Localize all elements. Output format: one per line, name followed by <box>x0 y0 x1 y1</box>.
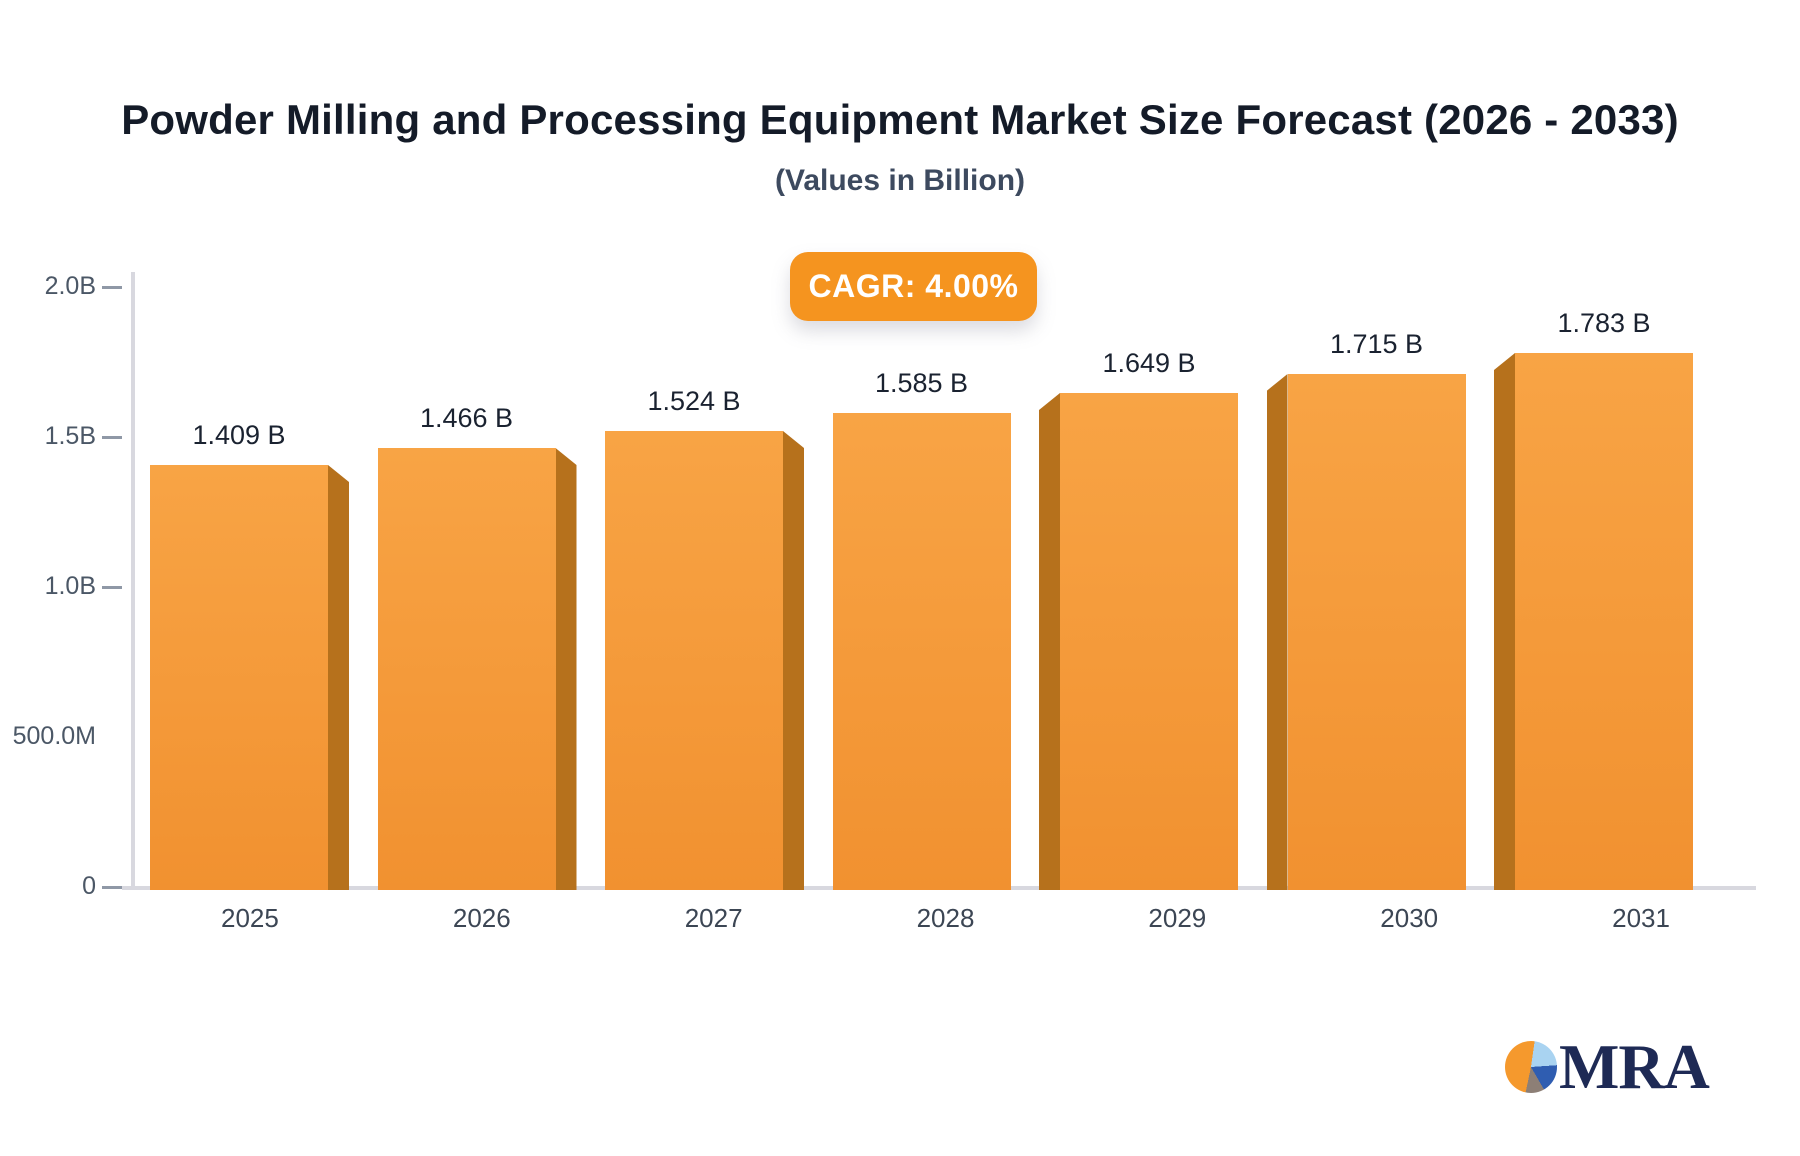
y-axis-line <box>131 272 135 888</box>
x-tick-label: 2029 <box>1148 903 1207 933</box>
logo-text: MRA <box>1559 1031 1710 1102</box>
x-tick-label: 2027 <box>684 903 743 933</box>
x-tick-label: 2031 <box>1612 903 1670 933</box>
x-tick-label: 2028 <box>916 903 975 933</box>
bar-value-label: 1.466 B <box>419 403 514 433</box>
x-tick-label: 2026 <box>452 903 511 933</box>
bar-side-right <box>328 465 349 890</box>
x-tick-label: 2030 <box>1380 903 1439 933</box>
bar-2025 <box>150 465 328 890</box>
bar-2031 <box>1515 353 1693 890</box>
bar-value-label: 1.409 B <box>192 420 286 450</box>
bar-side-left <box>1266 374 1288 890</box>
bar-side-right <box>555 448 577 890</box>
bar-value-label: 1.585 B <box>874 368 969 398</box>
y-tick-dash <box>102 886 122 889</box>
cagr-badge-label: CAGR: 4.00% <box>808 268 1019 304</box>
mra-logo: MRA <box>1505 1031 1710 1102</box>
y-tick-dash <box>102 436 122 439</box>
y-tick-dash <box>102 286 122 289</box>
bar-side-left <box>1039 393 1060 890</box>
x-tick-label: 2025 <box>221 903 279 933</box>
bar-2030 <box>1287 374 1466 890</box>
pie-chart-icon <box>1505 1041 1557 1093</box>
bar-side-left <box>1494 353 1515 890</box>
y-tick-label: 1.5B <box>44 422 96 450</box>
chart-subtitle: (Values in Billion) <box>774 164 1026 197</box>
y-tick-label: 500.0M <box>12 722 96 750</box>
bar-side-right <box>783 431 804 890</box>
y-tick-dash <box>102 586 122 589</box>
bar-2026 <box>377 448 556 890</box>
bar-value-label: 1.649 B <box>1102 348 1196 378</box>
bar-2029 <box>1060 393 1238 890</box>
bar-value-label: 1.783 B <box>1557 308 1651 338</box>
y-tick-label: 1.0B <box>44 572 96 600</box>
y-tick-label: 2.0B <box>44 272 96 300</box>
y-tick-label: 0 <box>82 872 96 900</box>
bar-2027 <box>605 431 783 890</box>
bar-value-label: 1.524 B <box>647 386 741 416</box>
chart-title: Powder Milling and Processing Equipment … <box>121 96 1679 143</box>
bar-2028 <box>832 413 1011 890</box>
bar-value-label: 1.715 B <box>1329 329 1424 359</box>
cagr-badge: CAGR: 4.00% <box>790 252 1037 321</box>
